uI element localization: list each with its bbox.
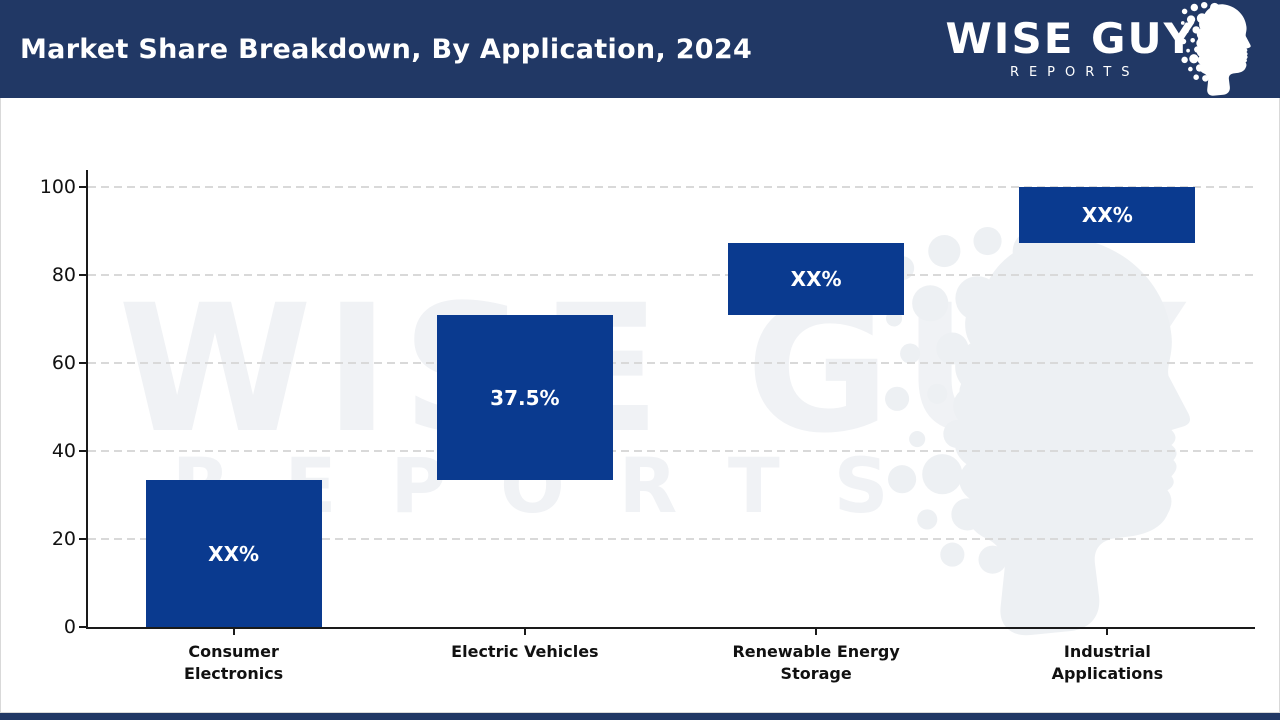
x-axis-line: [86, 627, 1255, 629]
gridline: [88, 362, 1253, 364]
gridline: [88, 450, 1253, 452]
x-category-label-line: Consumer: [188, 642, 279, 661]
x-category-label-line: Electronics: [184, 663, 284, 683]
x-tick-mark: [815, 629, 818, 635]
footer-bar: [0, 713, 1280, 720]
y-tick-mark: [79, 186, 88, 188]
waterfall-bar: XX%: [728, 243, 905, 316]
wiseguy-logo: WISE GUY REPORTS: [945, 1, 1270, 98]
x-category-label: Industrial Applications: [957, 641, 1257, 684]
y-tick-label: 20: [51, 528, 76, 550]
gridline: [88, 538, 1253, 540]
waterfall-bar: XX%: [1019, 187, 1196, 244]
y-tick-mark: [79, 626, 88, 628]
gridline: [88, 186, 1253, 188]
x-tick-mark: [1106, 629, 1109, 635]
bar-value-label: XX%: [790, 267, 842, 292]
y-tick-label: 80: [51, 264, 76, 286]
logo-subtitle: REPORTS: [1009, 65, 1140, 80]
y-tick-label: 60: [51, 352, 76, 374]
bar-value-label: XX%: [208, 541, 260, 566]
x-category-label-line: Industrial: [1063, 642, 1151, 661]
header-bar: Market Share Breakdown, By Application, …: [0, 0, 1280, 98]
y-tick-label: 0: [63, 616, 76, 638]
gridline: [88, 274, 1253, 276]
page-title: Market Share Breakdown, By Application, …: [20, 33, 753, 65]
y-tick-label: 100: [39, 176, 76, 198]
waterfall-bar: 37.5%: [436, 315, 613, 481]
y-tick-label: 40: [51, 440, 76, 462]
waterfall-bar: XX%: [145, 480, 322, 627]
y-tick-mark: [79, 274, 88, 276]
y-tick-mark: [79, 362, 88, 364]
bar-value-label: 37.5%: [490, 385, 560, 410]
y-tick-mark: [79, 450, 88, 452]
x-tick-mark: [232, 629, 235, 635]
x-tick-mark: [523, 629, 526, 635]
x-category-label-line: Storage: [780, 663, 852, 683]
x-category-label: Consumer Electronics: [84, 641, 384, 684]
x-category-label-line: Applications: [1051, 663, 1164, 683]
x-category-label: Electric Vehicles: [375, 641, 675, 663]
x-category-label: Renewable Energy Storage: [666, 641, 966, 684]
x-category-label-line: Electric Vehicles: [451, 642, 599, 661]
y-tick-mark: [79, 538, 88, 540]
logo-wordmark: WISE GUY: [945, 14, 1196, 63]
x-category-label-line: Renewable Energy: [732, 642, 900, 661]
logo-text: WISE GUY REPORTS: [945, 14, 1196, 81]
y-axis-line: [86, 170, 88, 629]
bar-value-label: XX%: [1081, 203, 1133, 228]
